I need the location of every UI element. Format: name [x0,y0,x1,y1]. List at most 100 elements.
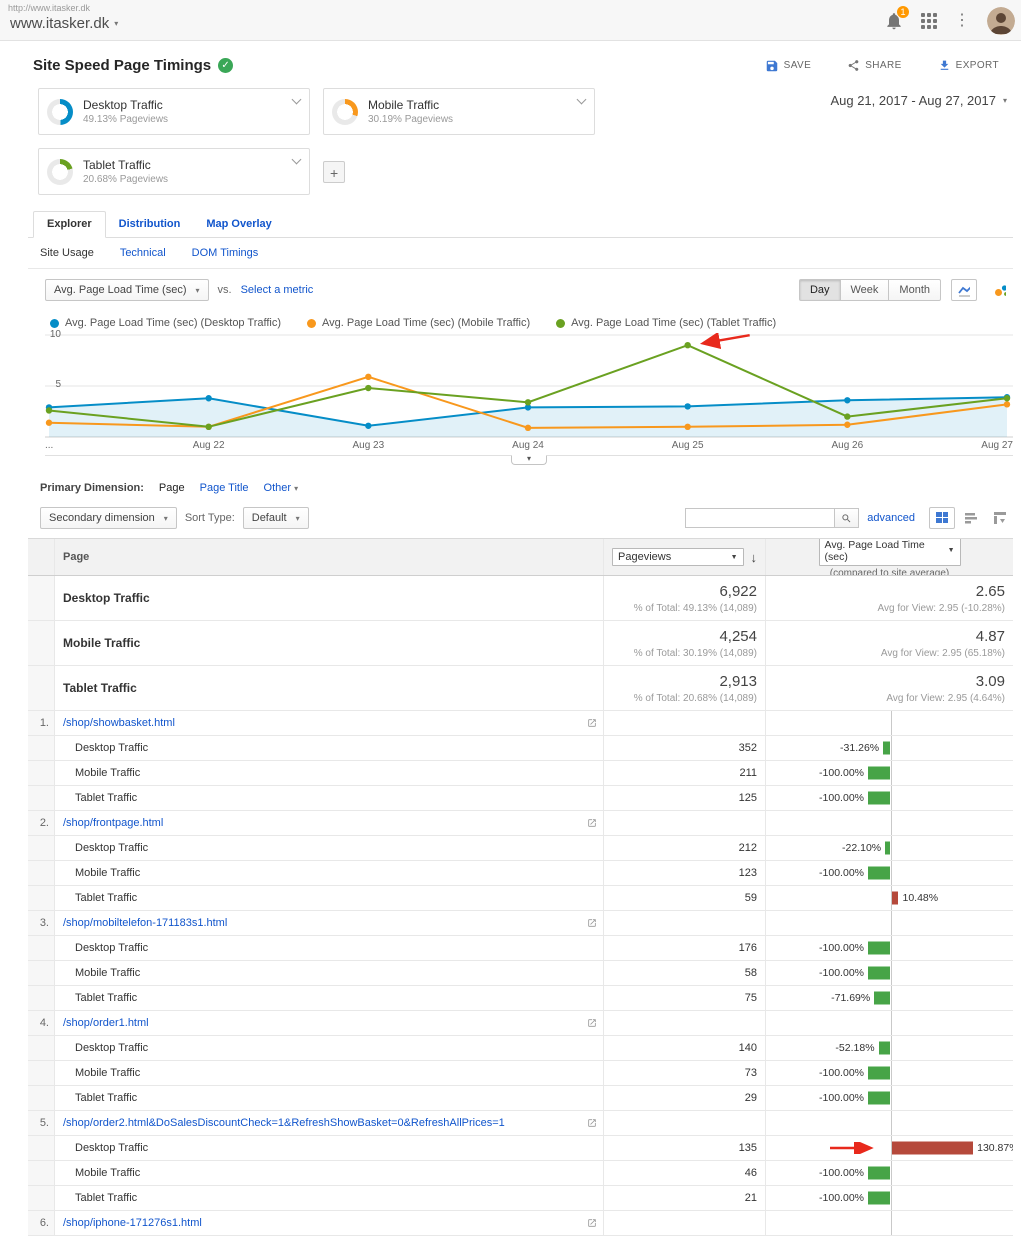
chevron-down-icon[interactable] [576,94,587,105]
advanced-link[interactable]: advanced [867,512,915,524]
summary-name: Tablet Traffic [63,681,137,695]
page-link[interactable]: /shop/frontpage.html [63,817,164,829]
open-in-new-button[interactable] [587,818,597,828]
summary-pageviews: 4,254 [719,627,757,645]
page-link[interactable]: /shop/iphone-171276s1.html [63,1217,202,1229]
segment-pageviews: 75 [603,986,765,1010]
pageviews-column-select[interactable]: Pageviews ▼ [612,548,744,566]
granularity-week-button[interactable]: Week [839,279,890,301]
page-column-header[interactable]: Page [63,551,90,563]
open-in-new-button[interactable] [587,718,597,728]
open-in-new-button[interactable] [587,1218,597,1228]
summary-name: Mobile Traffic [63,636,141,650]
page-link[interactable]: /shop/showbasket.html [63,717,175,729]
segment-metric: -100.00% [765,761,1013,785]
segment-metric: -100.00% [765,786,1013,810]
save-button[interactable]: SAVE [759,58,818,74]
open-in-new-icon [588,1019,596,1027]
segment-pageviews: 211 [603,761,765,785]
chevron-down-icon[interactable] [291,94,302,105]
segment-metric: -52.18% [765,1036,1013,1060]
select-metric-link[interactable]: Select a metric [240,284,314,296]
chevron-down-icon[interactable] [291,154,302,165]
metric-column-select[interactable]: Avg. Page Load Time (sec) ▼ [818,539,961,566]
sort-direction-icon[interactable]: ↓ [750,549,758,565]
segment-row: Tablet Traffic 59 10.48% [28,886,1013,911]
tab-map-overlay[interactable]: Map Overlay [206,218,272,230]
metric-column-note: (compared to site average) [829,567,950,576]
delta-percent-label: -100.00% [819,942,864,954]
avatar[interactable] [987,6,1015,35]
segment-subtitle: 49.13% Pageviews [83,114,169,125]
tab-explorer[interactable]: Explorer [33,211,106,238]
export-button[interactable]: EXPORT [932,58,1005,74]
top-bar: http://www.itasker.dk www.itasker.dk ▾ 1… [0,0,1021,41]
x-axis-label: Aug 26 [831,440,864,451]
dimension-page-title[interactable]: Page Title [199,482,249,494]
granularity-toggle: Day Week Month [798,279,941,301]
metric-dropdown-label: Avg. Page Load Time (sec) [54,284,187,296]
segment-row: Tablet Traffic 75 -71.69% [28,986,1013,1011]
secondary-dimension-dropdown[interactable]: Secondary dimension ▾ [40,507,177,529]
pageviews-column-label: Pageviews [618,551,672,563]
search-button[interactable] [835,508,860,528]
page-link[interactable]: /shop/mobiltelefon-171183s1.html [63,917,228,929]
chevron-down-icon: ▼ [947,547,955,554]
segment-card-mobile[interactable]: Mobile Traffic 30.19% Pageviews [323,88,595,135]
performance-view-button[interactable] [958,507,984,529]
segment-card-desktop[interactable]: Desktop Traffic 49.13% Pageviews [38,88,310,135]
summary-name: Desktop Traffic [63,591,150,605]
site-name: www.itasker.dk [10,15,110,32]
segment-name: Tablet Traffic [75,992,138,1004]
delta-bar [868,791,890,805]
search-input[interactable] [685,508,836,528]
row-number [28,836,55,860]
tab-distribution[interactable]: Distribution [118,218,181,230]
pivot-view-button[interactable] [987,507,1013,529]
motion-chart-view-button[interactable] [987,279,1013,301]
open-in-new-button[interactable] [587,1118,597,1128]
share-button[interactable]: SHARE [841,58,907,74]
line-chart-view-button[interactable] [951,279,977,301]
chart-legend: Avg. Page Load Time (sec) (Desktop Traff… [28,305,1013,331]
chart-expander[interactable]: ▾ [511,455,547,465]
add-segment-button[interactable]: + [323,160,345,183]
dimension-page[interactable]: Page [158,482,185,494]
subtab-site-usage[interactable]: Site Usage [40,247,94,259]
dimension-other[interactable]: Other ▾ [263,482,299,494]
delta-percent-label: -100.00% [819,1167,864,1179]
search-icon [842,513,851,522]
apps-grid-icon[interactable] [921,12,937,29]
open-in-new-button[interactable] [587,918,597,928]
notifications-button[interactable]: 1 [884,4,910,31]
delta-bar [874,991,890,1005]
open-in-new-button[interactable] [587,1018,597,1028]
data-view-button[interactable] [929,507,955,529]
granularity-month-button[interactable]: Month [888,279,941,301]
page-link[interactable]: /shop/order1.html [63,1017,149,1029]
page-cell: /shop/frontpage.html [55,811,603,835]
legend-item-mobile: Avg. Page Load Time (sec) (Mobile Traffi… [307,317,530,329]
summary-pageviews: 2,913 [719,672,757,690]
segment-pageviews: 140 [603,1036,765,1060]
page-cell: /shop/order1.html [55,1011,603,1035]
page-link[interactable]: /shop/order2.html&DoSalesDiscountCheck=1… [63,1117,505,1129]
chevron-down-icon: ▾ [163,513,168,523]
segment-row: Mobile Traffic 58 -100.00% [28,961,1013,986]
chevron-down-icon: ▾ [114,19,119,28]
account-selector[interactable]: www.itasker.dk ▾ [10,15,118,32]
subtab-dom-timings[interactable]: DOM Timings [191,247,259,259]
metric-dropdown[interactable]: Avg. Page Load Time (sec) ▾ [45,279,209,301]
delta-bar [868,1191,890,1205]
subtab-technical[interactable]: Technical [119,247,166,259]
overflow-menu-icon[interactable]: ⋮ [954,11,970,29]
notification-badge: 1 [896,4,910,19]
segment-card-tablet[interactable]: Tablet Traffic 20.68% Pageviews [38,148,310,195]
check-badge-icon: ✓ [218,58,234,73]
summary-metric-note: Avg for View: 2.95 (-10.28%) [877,602,1005,614]
date-range-picker[interactable]: Aug 21, 2017 - Aug 27, 2017 ▾ [830,93,1007,108]
delta-percent-label: -100.00% [819,767,864,779]
sort-type-dropdown[interactable]: Default ▾ [242,507,309,529]
summary-metric-note: Avg for View: 2.95 (4.64%) [886,692,1005,704]
granularity-day-button[interactable]: Day [798,279,841,301]
